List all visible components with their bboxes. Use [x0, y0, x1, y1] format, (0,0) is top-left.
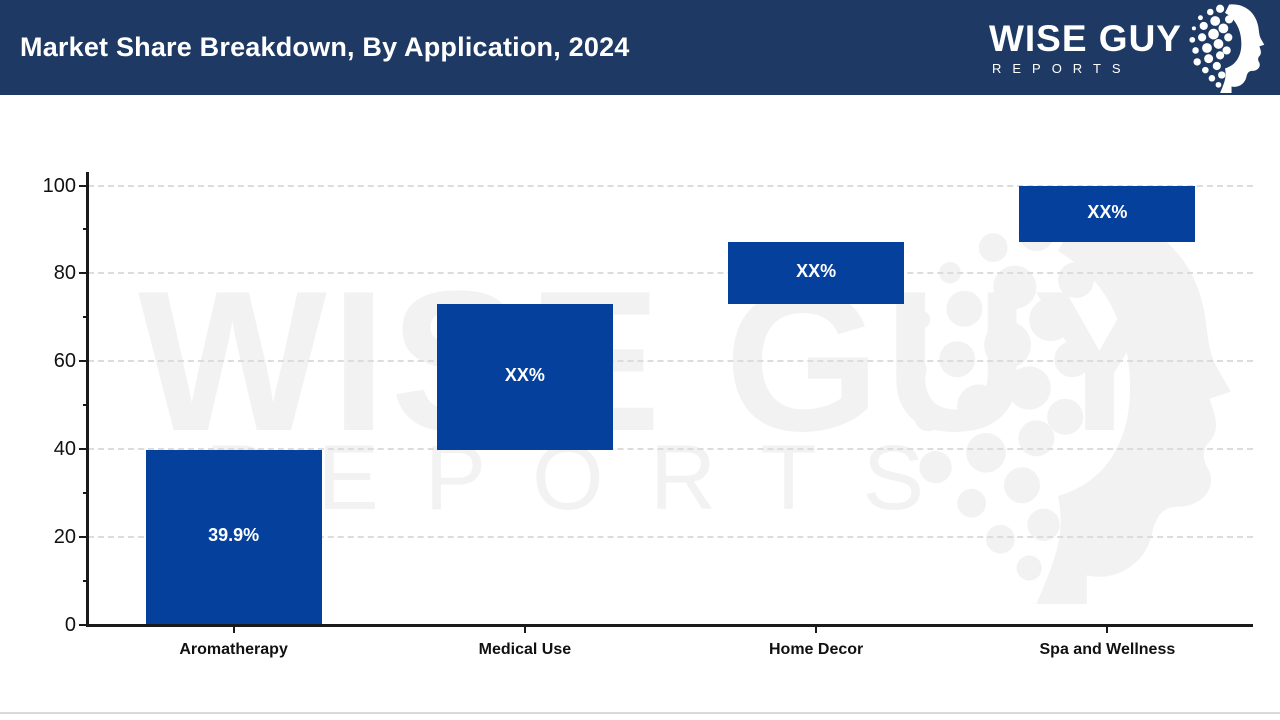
gridline	[88, 272, 1253, 275]
y-tick	[79, 360, 88, 363]
chart-title: Market Share Breakdown, By Application, …	[20, 32, 630, 62]
logo-text: WISE GUY REPORTS	[989, 20, 1182, 76]
x-tick	[815, 625, 818, 633]
gridline	[88, 360, 1253, 363]
gridline	[88, 448, 1253, 451]
x-axis-line	[86, 624, 1253, 627]
y-tick	[79, 624, 88, 626]
header-bar: Market Share Breakdown, By Application, …	[0, 0, 1280, 95]
y-tick-label: 80	[53, 262, 76, 285]
gridline	[88, 536, 1253, 539]
y-tick-label: 100	[42, 174, 76, 197]
dotted-head-icon	[1184, 3, 1266, 93]
y-axis-line	[86, 172, 89, 627]
x-tick-label-medical-use: Medical Use	[478, 641, 572, 658]
bar-aromatherapy	[145, 449, 322, 625]
bar-spa-and-wellness	[1019, 185, 1196, 242]
y-tick-label: 20	[53, 526, 76, 549]
x-tick-label-spa-and-wellness: Spa and Wellness	[1039, 641, 1176, 658]
y-tick	[79, 272, 88, 275]
y-minor-tick	[83, 316, 88, 319]
y-minor-tick	[83, 404, 88, 407]
y-tick	[79, 536, 88, 539]
bar-home-decor	[728, 241, 905, 305]
x-tick	[232, 625, 235, 633]
y-minor-tick	[83, 492, 88, 495]
y-tick-label: 60	[53, 350, 76, 373]
y-minor-tick	[83, 228, 88, 231]
logo-subtext: REPORTS	[991, 60, 1132, 76]
y-tick-label: 0	[64, 614, 76, 636]
footer-divider	[0, 712, 1280, 714]
logo-wordmark: WISE GUY	[988, 17, 1182, 59]
x-tick-label-home-decor: Home Decor	[769, 641, 864, 658]
y-tick	[79, 184, 88, 187]
bar-value-label: 39.9%	[208, 525, 260, 546]
x-tick	[523, 625, 526, 633]
bar-value-label: XX%	[796, 260, 837, 281]
bar-value-label: XX%	[1087, 201, 1128, 222]
y-tick	[79, 448, 88, 451]
x-tick-label-aromatherapy: Aromatherapy	[179, 641, 288, 658]
wise-guy-reports-logo: WISE GUY REPORTS	[989, 3, 1280, 93]
bar-medical-use	[436, 304, 613, 450]
x-tick	[1106, 625, 1109, 633]
bar-value-label: XX%	[504, 364, 545, 385]
gridline	[88, 184, 1253, 187]
y-tick-label: 40	[53, 438, 76, 461]
watermark-head-icon	[878, 208, 1238, 604]
y-minor-tick	[83, 580, 88, 583]
